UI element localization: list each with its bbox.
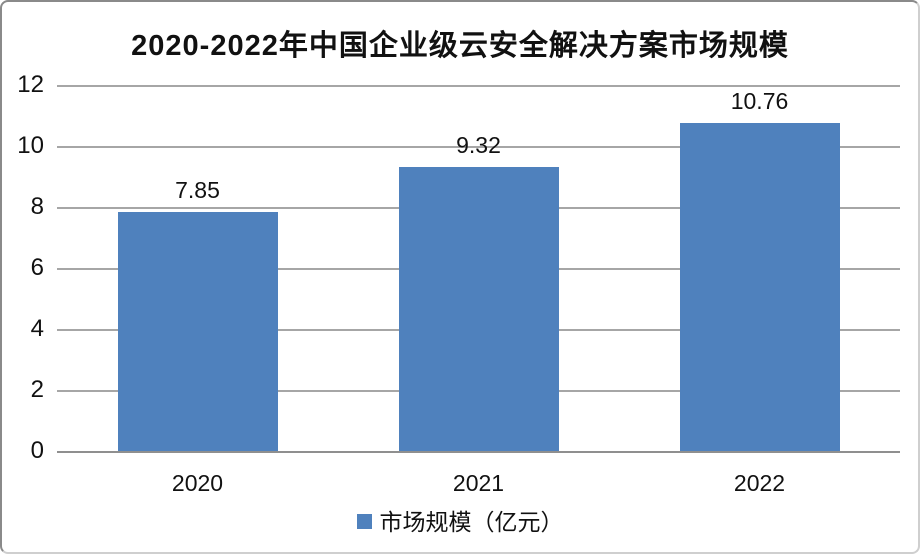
y-axis-tick-label: 0 xyxy=(30,437,44,464)
legend-marker-icon xyxy=(356,513,372,529)
y-axis-tick-label: 2 xyxy=(30,376,44,403)
y-axis-tick-label: 8 xyxy=(30,193,44,220)
legend-series-label: 市场规模（亿元） xyxy=(379,509,564,535)
gridline xyxy=(57,146,900,148)
gridline xyxy=(57,85,900,87)
x-axis-tick-label: 2020 xyxy=(171,470,224,496)
legend: 市场规模（亿元） xyxy=(2,505,918,535)
y-axis-tick-label: 4 xyxy=(30,315,44,342)
bar-data-label: 9.32 xyxy=(456,131,501,158)
x-axis-tick-label: 2021 xyxy=(452,470,505,496)
x-axis-tick-label: 2022 xyxy=(733,470,786,496)
y-axis-tick-label: 12 xyxy=(17,71,44,98)
bar-data-label: 10.76 xyxy=(730,87,789,114)
x-axis-line xyxy=(57,451,900,453)
y-axis-tick-label: 10 xyxy=(17,132,44,159)
y-axis-tick-label: 6 xyxy=(30,254,44,281)
plot-area: 7.85 9.32 10.76 xyxy=(57,85,900,453)
bar-2022 xyxy=(679,122,840,451)
chart-title: 2020-2022年中国企业级云安全解决方案市场规模 xyxy=(131,30,789,62)
bar-data-label: 7.85 xyxy=(175,176,220,203)
bar-2021 xyxy=(398,166,559,451)
bar-2020 xyxy=(117,211,278,451)
